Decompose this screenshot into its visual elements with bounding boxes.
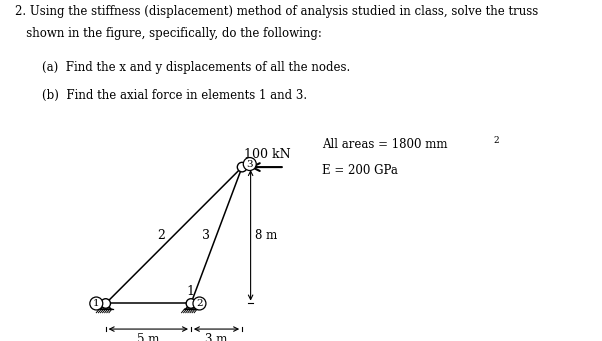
Circle shape (243, 158, 256, 170)
Text: shown in the figure, specifically, do the following:: shown in the figure, specifically, do th… (15, 27, 322, 40)
Text: 5 m: 5 m (137, 333, 160, 341)
Text: (a)  Find the x and y displacements of all the nodes.: (a) Find the x and y displacements of al… (42, 61, 350, 74)
Circle shape (193, 297, 206, 310)
Text: 2: 2 (196, 299, 203, 308)
Circle shape (186, 299, 196, 308)
Text: All areas = 1800 mm: All areas = 1800 mm (322, 138, 447, 151)
Circle shape (101, 299, 110, 308)
Text: (b)  Find the axial force in elements 1 and 3.: (b) Find the axial force in elements 1 a… (42, 89, 307, 102)
Circle shape (90, 297, 103, 310)
Text: 1: 1 (93, 299, 99, 308)
Text: 2. Using the stiffness (displacement) method of analysis studied in class, solve: 2. Using the stiffness (displacement) me… (15, 5, 538, 18)
Text: 2: 2 (494, 136, 499, 145)
Text: 3: 3 (246, 160, 253, 168)
Text: 3: 3 (202, 229, 209, 242)
Circle shape (237, 162, 247, 172)
Text: E = 200 GPa: E = 200 GPa (322, 164, 398, 177)
Text: 3 m: 3 m (205, 333, 228, 341)
Text: 1: 1 (187, 285, 195, 298)
Text: 2: 2 (158, 229, 166, 242)
Text: 8 m: 8 m (255, 229, 277, 242)
Text: 100 kN: 100 kN (244, 148, 291, 161)
